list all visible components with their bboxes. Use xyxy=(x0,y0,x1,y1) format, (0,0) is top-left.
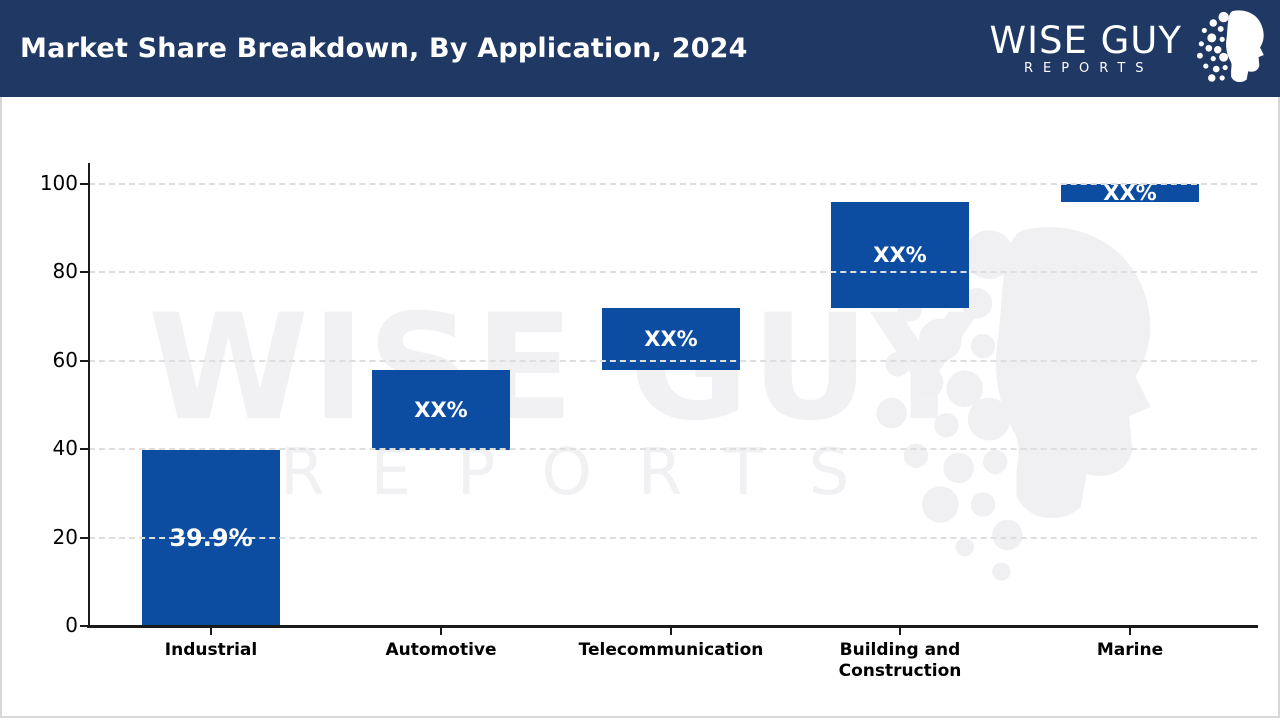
x-category-label: Industrial xyxy=(164,640,258,660)
y-axis-tick xyxy=(80,359,88,362)
logo-head-icon xyxy=(1196,10,1264,83)
x-axis xyxy=(87,625,1258,628)
bar-value-label: 39.9% xyxy=(169,523,253,552)
y-axis-tick xyxy=(80,625,88,627)
page-title: Market Share Breakdown, By Application, … xyxy=(20,33,748,64)
y-axis-tick xyxy=(80,183,88,185)
watermark-text-wiseguy: WISE GUY xyxy=(148,283,980,453)
x-axis-tick xyxy=(210,627,212,635)
y-tick-label: 40 xyxy=(52,436,78,461)
x-category-label: Automotive xyxy=(385,640,497,660)
bar-value-label: XX% xyxy=(644,327,698,352)
gridline xyxy=(89,536,1257,539)
bar-segment xyxy=(372,370,510,450)
bar-segment xyxy=(831,202,969,309)
y-tick-label: 0 xyxy=(65,613,78,637)
bar-value-label: XX% xyxy=(1103,181,1157,206)
bar-value-label: XX% xyxy=(873,243,927,268)
header-bar: Market Share Breakdown, By Application, … xyxy=(0,0,1280,97)
x-category-label: Building and Construction xyxy=(838,640,962,682)
gridline xyxy=(89,448,1257,451)
logo-text: WISE GUY REPORTS xyxy=(989,18,1182,77)
y-tick-label: 20 xyxy=(52,524,78,549)
bar-value-label: XX% xyxy=(414,397,468,422)
y-tick-label: 100 xyxy=(39,171,78,195)
y-tick-label: 80 xyxy=(52,259,78,284)
y-axis-tick xyxy=(80,271,88,274)
x-axis-tick xyxy=(1129,627,1131,635)
logo-reports-text: REPORTS xyxy=(1023,61,1154,77)
gridline xyxy=(89,359,1257,362)
x-category-label: Telecommunication xyxy=(578,640,764,660)
watermark-head-logo-icon xyxy=(876,227,1151,581)
gridline xyxy=(89,183,1257,185)
logo-wiseguy-text: WISE GUY xyxy=(989,18,1182,62)
y-tick-label: 60 xyxy=(52,347,78,372)
y-axis xyxy=(88,163,90,628)
gridline xyxy=(89,271,1257,274)
y-axis-tick xyxy=(80,448,88,451)
x-axis-tick xyxy=(670,627,672,635)
x-axis-tick xyxy=(899,627,901,635)
wise-guy-reports-logo: WISE GUY REPORTS xyxy=(990,6,1266,92)
bar-segment xyxy=(1061,184,1199,203)
y-axis-tick xyxy=(80,536,88,539)
bar-segment xyxy=(602,308,740,371)
x-axis-tick xyxy=(440,627,442,635)
x-category-label: Marine xyxy=(1096,640,1164,660)
